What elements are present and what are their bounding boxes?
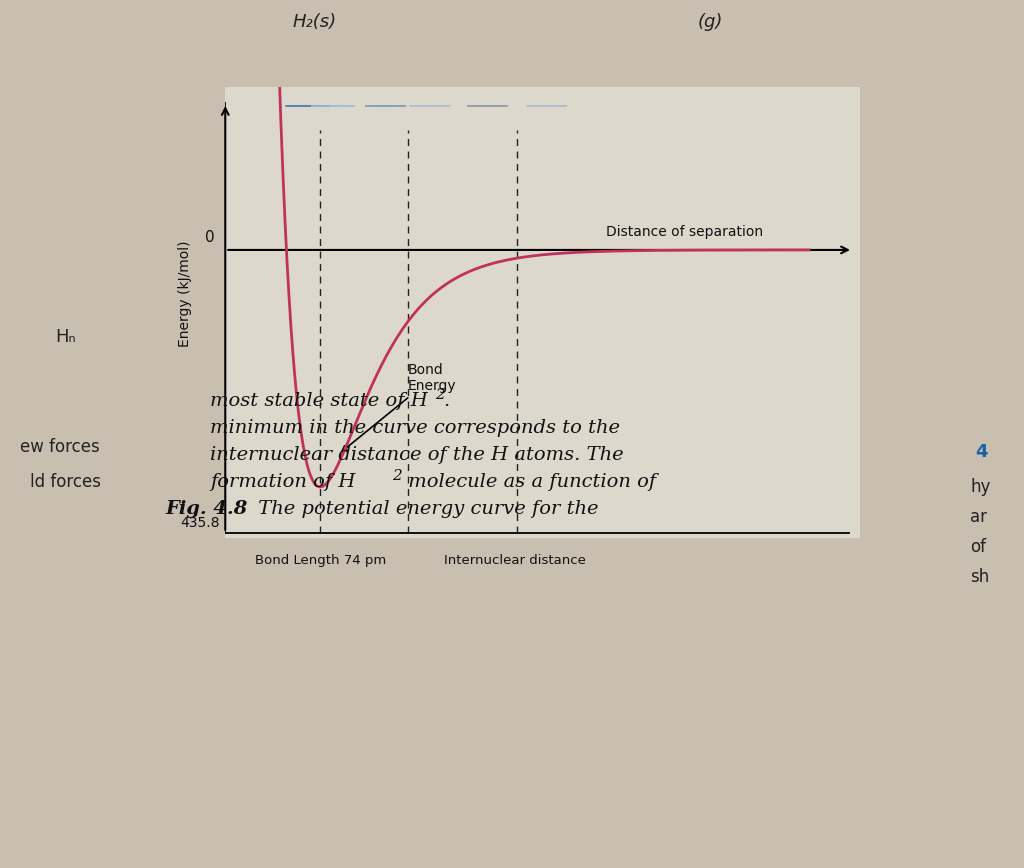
Text: 2: 2 <box>435 388 444 402</box>
Text: Internuclear distance: Internuclear distance <box>444 555 586 568</box>
Text: 435.8: 435.8 <box>180 516 219 530</box>
Text: Bond
Energy: Bond Energy <box>342 363 457 451</box>
Text: Fig. 4.8: Fig. 4.8 <box>165 500 248 518</box>
Text: Distance of separation: Distance of separation <box>606 225 764 239</box>
Text: molecule as a function of: molecule as a function of <box>402 473 656 491</box>
Text: of: of <box>970 538 986 556</box>
Text: 0: 0 <box>205 229 214 245</box>
Text: .: . <box>443 392 450 410</box>
Text: 2: 2 <box>392 469 401 483</box>
Text: sh: sh <box>970 568 989 586</box>
Text: internuclear distance of the H atoms. The: internuclear distance of the H atoms. Th… <box>210 446 624 464</box>
Text: H₂(s): H₂(s) <box>293 13 337 31</box>
Text: ew forces: ew forces <box>20 438 99 456</box>
Text: Hₙ: Hₙ <box>55 328 76 346</box>
Text: most stable state of H: most stable state of H <box>210 392 428 410</box>
Text: ar: ar <box>970 508 987 526</box>
Text: Energy (kJ/mol): Energy (kJ/mol) <box>178 240 193 346</box>
Text: formation of H: formation of H <box>210 473 355 491</box>
Text: 4: 4 <box>975 443 987 461</box>
Text: minimum in the curve corresponds to the: minimum in the curve corresponds to the <box>210 419 620 437</box>
Text: (g): (g) <box>697 13 723 31</box>
Text: Bond Length 74 pm: Bond Length 74 pm <box>255 555 386 568</box>
Text: ld forces: ld forces <box>30 473 101 491</box>
Text: The potential energy curve for the: The potential energy curve for the <box>252 500 598 518</box>
Text: hy: hy <box>970 478 990 496</box>
